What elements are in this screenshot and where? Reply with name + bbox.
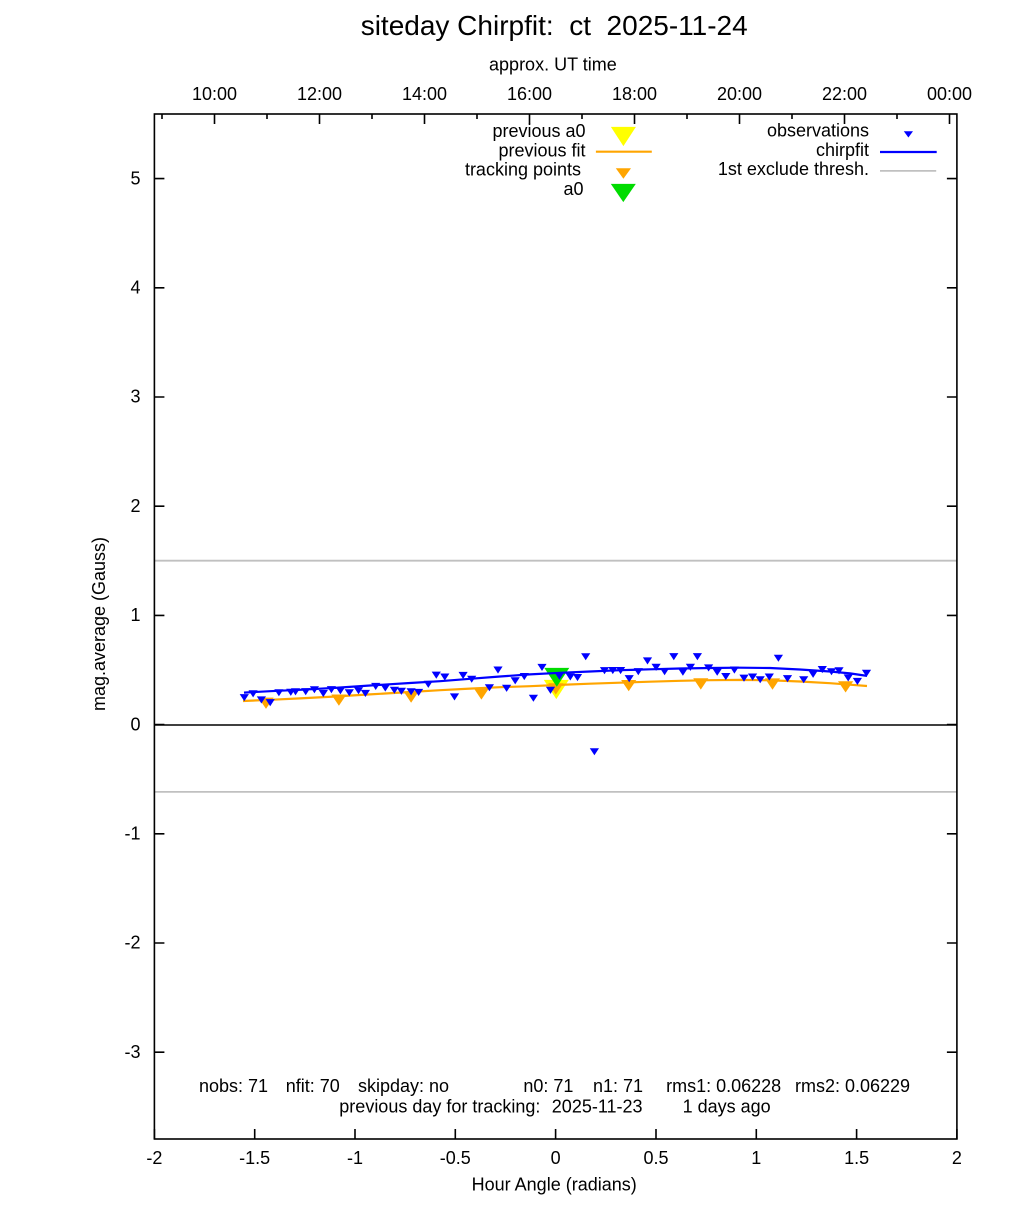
svg-text:siteday Chirpfit: ct 2025-11: siteday Chirpfit: ct 2025-11-24 <box>361 10 748 41</box>
svg-text:previous fit: previous fit <box>498 140 585 160</box>
svg-text:10:00: 10:00 <box>192 84 237 104</box>
svg-text:chirpfit: chirpfit <box>816 140 869 160</box>
svg-text:1.5: 1.5 <box>844 1148 869 1168</box>
svg-text:-2: -2 <box>124 933 140 953</box>
svg-text:-3: -3 <box>124 1042 140 1062</box>
svg-text:skipday: no: skipday: no <box>358 1076 449 1096</box>
svg-text:observations: observations <box>767 121 869 141</box>
svg-text:nobs: 71: nobs: 71 <box>199 1076 268 1096</box>
svg-text:rms1: 0.06228: rms1: 0.06228 <box>666 1076 781 1096</box>
svg-text:Hour Angle (radians): Hour Angle (radians) <box>472 1174 637 1194</box>
svg-text:3: 3 <box>130 387 140 407</box>
svg-text:16:00: 16:00 <box>507 84 552 104</box>
svg-text:00:00: 00:00 <box>927 84 972 104</box>
svg-text:1st exclude thresh.: 1st exclude thresh. <box>718 159 869 179</box>
svg-text:5: 5 <box>130 168 140 188</box>
svg-text:18:00: 18:00 <box>612 84 657 104</box>
svg-text:4: 4 <box>130 278 140 298</box>
svg-text:-1.5: -1.5 <box>239 1148 270 1168</box>
svg-text:0: 0 <box>551 1148 561 1168</box>
svg-text:0.5: 0.5 <box>643 1148 668 1168</box>
svg-text:rms2: 0.06229: rms2: 0.06229 <box>795 1076 910 1096</box>
svg-text:2: 2 <box>130 496 140 516</box>
svg-text:22:00: 22:00 <box>822 84 867 104</box>
svg-text:tracking points: tracking points <box>465 160 581 180</box>
svg-text:-2: -2 <box>146 1148 162 1168</box>
svg-text:-1: -1 <box>124 824 140 844</box>
svg-text:2: 2 <box>952 1148 962 1168</box>
svg-text:-0.5: -0.5 <box>440 1148 471 1168</box>
svg-text:mag.average (Gauss): mag.average (Gauss) <box>89 537 109 711</box>
svg-text:1: 1 <box>130 605 140 625</box>
svg-text:approx. UT time: approx. UT time <box>489 55 617 75</box>
svg-text:n1: 71: n1: 71 <box>593 1076 643 1096</box>
svg-text:n0: 71: n0: 71 <box>523 1076 573 1096</box>
svg-text:nfit: 70: nfit: 70 <box>286 1076 340 1096</box>
svg-text:0: 0 <box>130 714 140 734</box>
svg-text:14:00: 14:00 <box>402 84 447 104</box>
svg-text:1 days ago: 1 days ago <box>683 1096 771 1116</box>
svg-text:20:00: 20:00 <box>717 84 762 104</box>
svg-text:12:00: 12:00 <box>297 84 342 104</box>
svg-text:previous a0: previous a0 <box>492 121 585 141</box>
svg-text:a0: a0 <box>563 179 583 199</box>
svg-text:previous day for tracking:: previous day for tracking: <box>339 1096 540 1116</box>
svg-text:-1: -1 <box>347 1148 363 1168</box>
svg-text:1: 1 <box>751 1148 761 1168</box>
svg-text:2025-11-23: 2025-11-23 <box>552 1096 643 1116</box>
